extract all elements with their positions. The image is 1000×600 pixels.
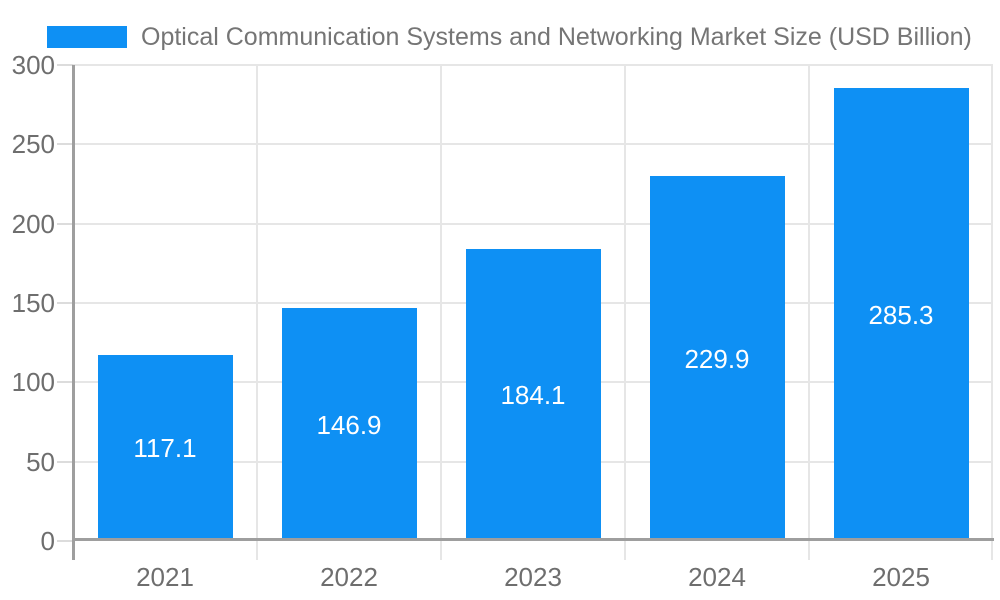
gridline-vertical	[991, 65, 993, 560]
x-axis-tick-label: 2024	[688, 562, 746, 592]
y-axis-line	[72, 65, 75, 560]
legend: Optical Communication Systems and Networ…	[47, 23, 972, 51]
bar-value-label: 285.3	[868, 299, 934, 330]
bar-2024	[649, 176, 785, 541]
gridline-vertical	[256, 65, 258, 560]
y-axis-tick-label: 200	[11, 208, 55, 239]
bar-2025	[833, 88, 969, 541]
gridline-horizontal	[73, 64, 993, 66]
gridline-horizontal	[73, 143, 993, 146]
gridline-vertical	[624, 65, 626, 560]
x-axis-tick-label: 2025	[872, 562, 930, 592]
y-tick-mark	[57, 302, 73, 304]
x-axis-tick-label: 2023	[504, 562, 562, 592]
bar-2021	[97, 355, 233, 541]
bar-2022	[281, 308, 417, 541]
y-tick-mark	[57, 460, 73, 463]
bar-value-label: 117.1	[133, 433, 197, 463]
x-axis-tick-label: 2021	[136, 562, 194, 592]
bar-2023	[465, 249, 601, 541]
legend-swatch	[47, 26, 127, 48]
x-axis-baseline	[72, 538, 994, 541]
plot-area: 0 50 100 150 200 250 300 117.1 2021 146.9 2022 184.…	[12, 50, 994, 592]
y-tick-mark	[57, 143, 73, 146]
y-tick-mark	[57, 222, 73, 225]
y-axis-tick-label: 300	[11, 50, 55, 80]
y-axis-tick-label: 150	[11, 288, 55, 318]
y-axis-tick-label: 250	[11, 129, 55, 160]
legend-label: Optical Communication Systems and Networ…	[141, 23, 972, 51]
y-axis-tick-label: 100	[11, 367, 55, 398]
y-axis-tick-label: 0	[40, 526, 55, 556]
bar-value-label: 146.9	[316, 409, 382, 440]
gridline-horizontal	[73, 222, 993, 225]
y-tick-mark	[57, 64, 73, 66]
bar-value-label: 229.9	[684, 343, 750, 374]
gridline-vertical	[440, 65, 442, 560]
gridline-vertical	[808, 65, 810, 560]
bar-value-label: 184.1	[500, 380, 566, 410]
y-tick-mark	[57, 381, 73, 384]
y-tick-mark	[57, 540, 73, 542]
x-axis-tick-label: 2022	[320, 562, 378, 592]
y-axis-tick-label: 50	[26, 446, 55, 477]
